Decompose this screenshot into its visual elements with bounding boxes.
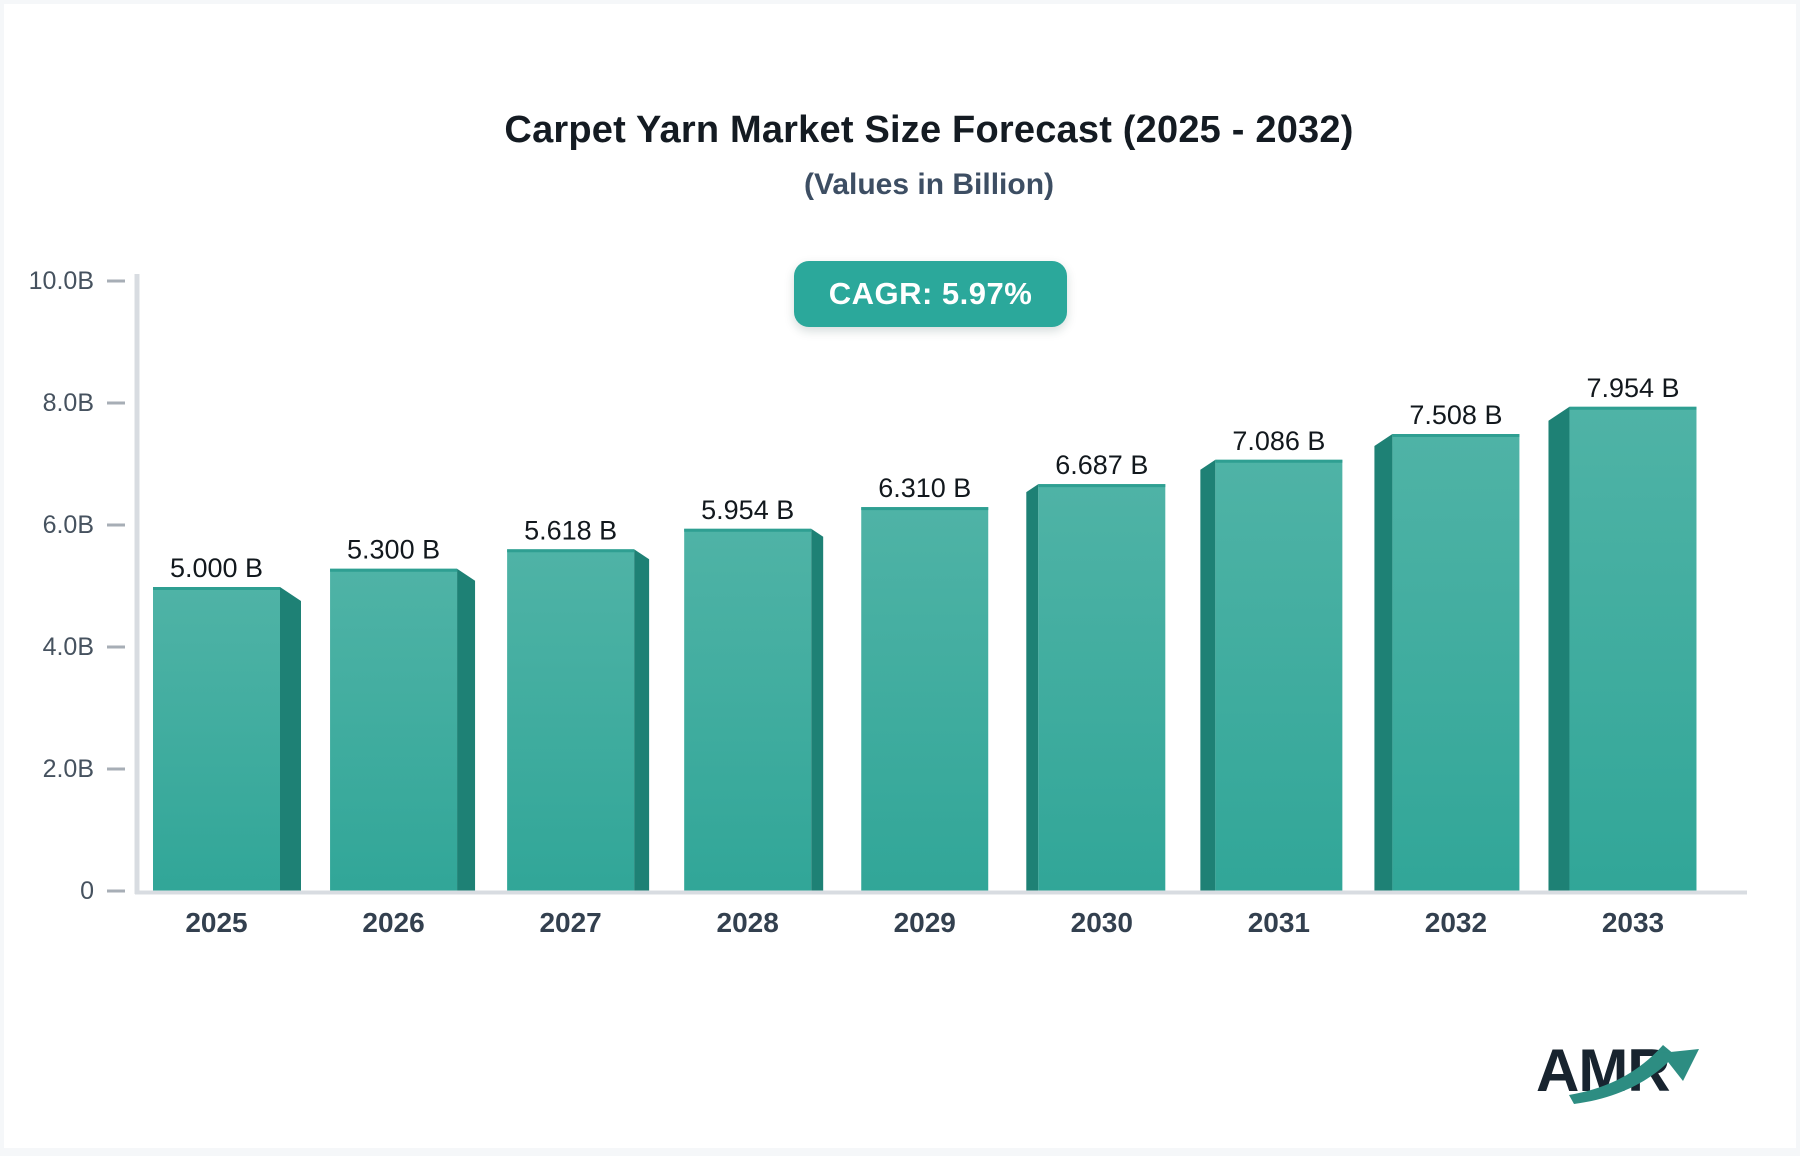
bar-value-label: 7.954 B <box>1586 373 1679 403</box>
bar-2033 <box>1569 406 1697 892</box>
cagr-badge-label: CAGR: 5.97% <box>828 276 1033 311</box>
bar-value-label: 5.954 B <box>701 495 794 525</box>
y-tick-label: 6.0B <box>43 511 94 539</box>
bar-value-label: 5.300 B <box>347 535 440 565</box>
x-tick-label: 2031 <box>1248 907 1310 938</box>
bar-value-label: 7.086 B <box>1232 426 1325 456</box>
cagr-badge: CAGR: 5.97% <box>794 261 1067 327</box>
bar-side-2027 <box>634 549 650 892</box>
bar-value-label: 5.000 B <box>170 553 263 583</box>
bar-side-2028 <box>811 528 824 892</box>
y-tick-label: 4.0B <box>43 633 94 661</box>
x-tick-label: 2028 <box>717 907 779 938</box>
bar-side-2033 <box>1548 406 1570 892</box>
x-tick-label: 2025 <box>185 907 247 938</box>
bar-2031 <box>1215 459 1343 892</box>
page-subtitle: (Values in Billion) <box>803 168 1055 201</box>
bar-value-label: 7.508 B <box>1409 400 1502 430</box>
logo-arrow-icon <box>1569 1045 1675 1104</box>
bar-value-label: 6.310 B <box>878 473 971 503</box>
y-tick-label: 2.0B <box>43 755 94 783</box>
bar-chart: 0 2.0B 4.0B 6.0B 8.0B 10.0B 5.000 B 2025 5.300 B… <box>29 267 1747 1104</box>
bar-2026 <box>330 568 458 892</box>
bar-side-2025 <box>280 587 301 892</box>
bar-2028 <box>684 528 812 892</box>
x-tick-label: 2026 <box>362 907 424 938</box>
x-tick-label: 2030 <box>1071 907 1133 938</box>
bar-side-2031 <box>1200 459 1216 892</box>
bar-2025 <box>153 587 280 892</box>
x-tick-label: 2032 <box>1425 907 1487 938</box>
y-tick-label: 8.0B <box>43 389 94 417</box>
bar-side-2030 <box>1026 484 1039 892</box>
x-tick-label: 2027 <box>539 907 601 938</box>
y-tick-label: 0 <box>80 877 94 905</box>
logo-arrowhead-icon <box>1661 1049 1699 1081</box>
y-tick-label: 10.0B <box>29 267 94 295</box>
x-tick-label: 2029 <box>894 907 956 938</box>
bar-value-label: 6.687 B <box>1055 450 1148 480</box>
bar-2032 <box>1392 434 1520 892</box>
bar-side-2026 <box>457 568 476 892</box>
bar-value-label: 5.618 B <box>524 515 617 545</box>
page-title: Carpet Yarn Market Size Forecast (2025 -… <box>504 109 1354 151</box>
bar-side-2032 <box>1374 434 1393 892</box>
bar-2027 <box>507 549 635 892</box>
bar-2030 <box>1038 484 1166 892</box>
bar-2029 <box>861 507 989 892</box>
x-tick-label: 2033 <box>1602 907 1664 938</box>
